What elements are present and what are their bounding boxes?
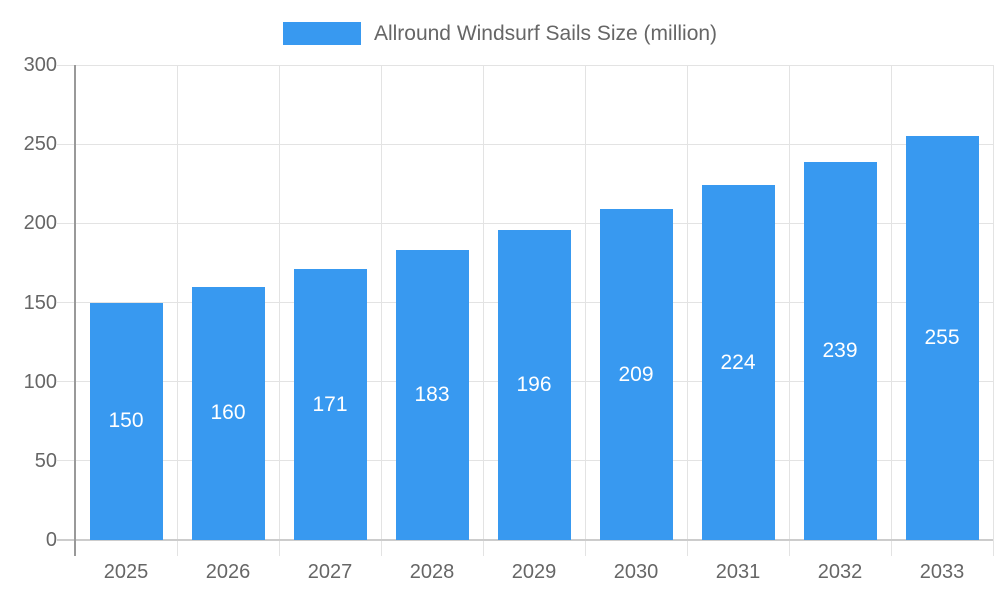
plot-area: 0 50 100 150 200 250 300 150 2025 160 2026 171 2027 1… — [24, 54, 994, 583]
bar: 160 — [191, 286, 265, 540]
x-tick-label: 2028 — [409, 561, 455, 583]
bar-value-label: 183 — [414, 383, 450, 407]
x-tick-label: 2029 — [511, 561, 557, 583]
x-tick-label: 2025 — [103, 561, 149, 583]
v-gridline — [584, 65, 586, 556]
bar: 255 — [905, 136, 979, 540]
h-gridline — [57, 143, 993, 145]
x-tick-label: 2031 — [715, 561, 761, 583]
bar-value-label: 196 — [516, 372, 552, 396]
v-gridline — [890, 65, 892, 556]
y-tick-label: 0 — [45, 529, 57, 551]
bar-value-label: 209 — [618, 362, 654, 386]
bar: 196 — [497, 229, 571, 540]
bar: 239 — [803, 161, 877, 540]
bar-value-label: 255 — [924, 326, 960, 350]
v-gridline — [176, 65, 178, 556]
h-gridline — [57, 64, 993, 66]
bar: 209 — [599, 209, 673, 540]
bar: 171 — [293, 269, 367, 540]
y-tick-label: 200 — [23, 212, 57, 235]
bar-value-label: 171 — [312, 392, 348, 416]
bar-value-label: 239 — [822, 338, 858, 362]
bar-value-label: 160 — [210, 401, 246, 425]
v-gridline — [380, 65, 382, 556]
legend-label: Allround Windsurf Sails Size (million) — [373, 22, 718, 45]
bar: 224 — [701, 185, 775, 540]
x-tick-label: 2026 — [205, 561, 251, 583]
y-tick-label: 150 — [23, 291, 57, 314]
v-gridline — [482, 65, 484, 556]
y-tick-label: 250 — [23, 133, 57, 156]
y-tick-label: 300 — [23, 54, 57, 76]
v-gridline — [686, 65, 688, 556]
x-tick-label: 2030 — [613, 561, 659, 583]
bar: 183 — [395, 250, 469, 540]
y-tick-label: 50 — [34, 449, 57, 472]
bar: 150 — [89, 302, 163, 540]
x-tick-label: 2027 — [307, 561, 353, 583]
y-axis-line — [74, 65, 76, 556]
x-tick-label: 2033 — [919, 561, 965, 583]
x-tick-label: 2032 — [817, 561, 863, 583]
y-tick-label: 100 — [23, 370, 57, 393]
legend-swatch — [282, 22, 361, 45]
v-gridline — [788, 65, 790, 556]
h-gridline — [57, 222, 993, 224]
v-gridline — [278, 65, 280, 556]
v-gridline — [992, 65, 994, 556]
legend-item[interactable]: Allround Windsurf Sails Size (million) — [282, 22, 718, 45]
bar-value-label: 224 — [720, 350, 756, 374]
legend: Allround Windsurf Sails Size (million) — [0, 22, 1000, 45]
bar-value-label: 150 — [108, 409, 144, 433]
